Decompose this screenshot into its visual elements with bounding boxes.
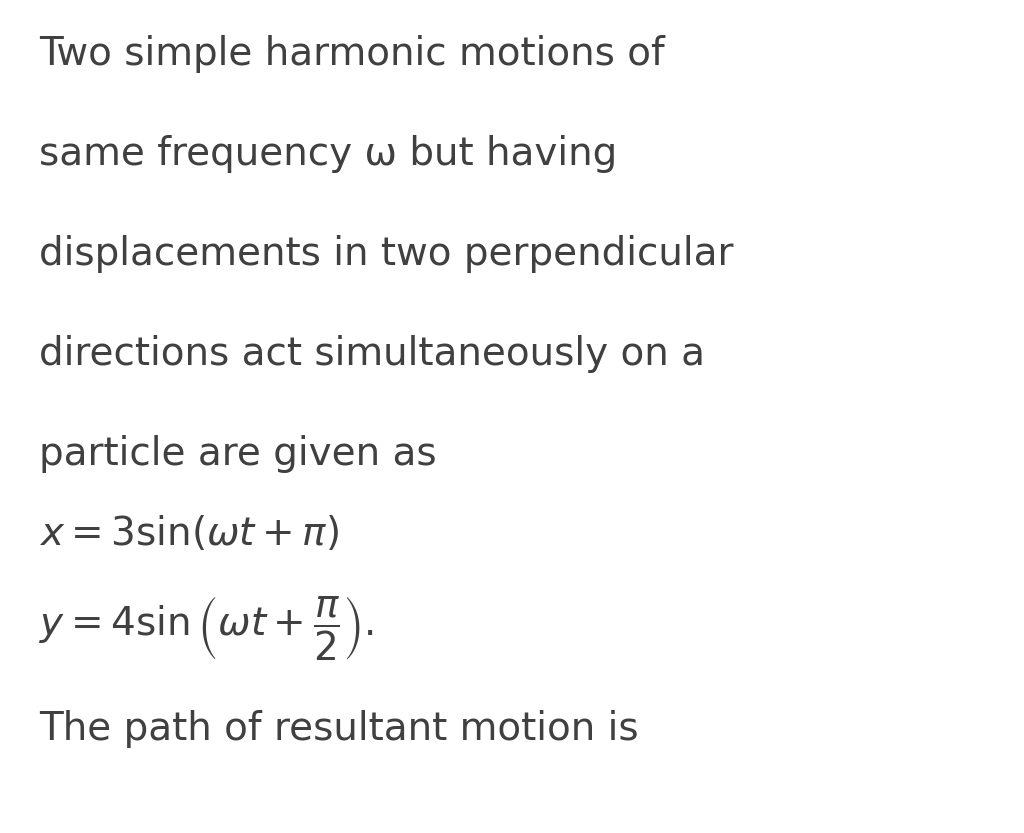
Text: $y = 4\sin\left(\omega t + \dfrac{\pi}{2}\right).$: $y = 4\sin\left(\omega t + \dfrac{\pi}{2… bbox=[39, 595, 374, 663]
Text: Two simple harmonic motions of: Two simple harmonic motions of bbox=[39, 35, 665, 73]
Text: same frequency ω but having: same frequency ω but having bbox=[39, 135, 617, 173]
Text: The path of resultant motion is: The path of resultant motion is bbox=[39, 710, 639, 748]
Text: displacements in two perpendicular: displacements in two perpendicular bbox=[39, 235, 733, 273]
Text: $x = 3\sin(\omega t + \pi)$: $x = 3\sin(\omega t + \pi)$ bbox=[39, 514, 339, 552]
Text: particle are given as: particle are given as bbox=[39, 435, 436, 473]
Text: directions act simultaneously on a: directions act simultaneously on a bbox=[39, 335, 705, 373]
